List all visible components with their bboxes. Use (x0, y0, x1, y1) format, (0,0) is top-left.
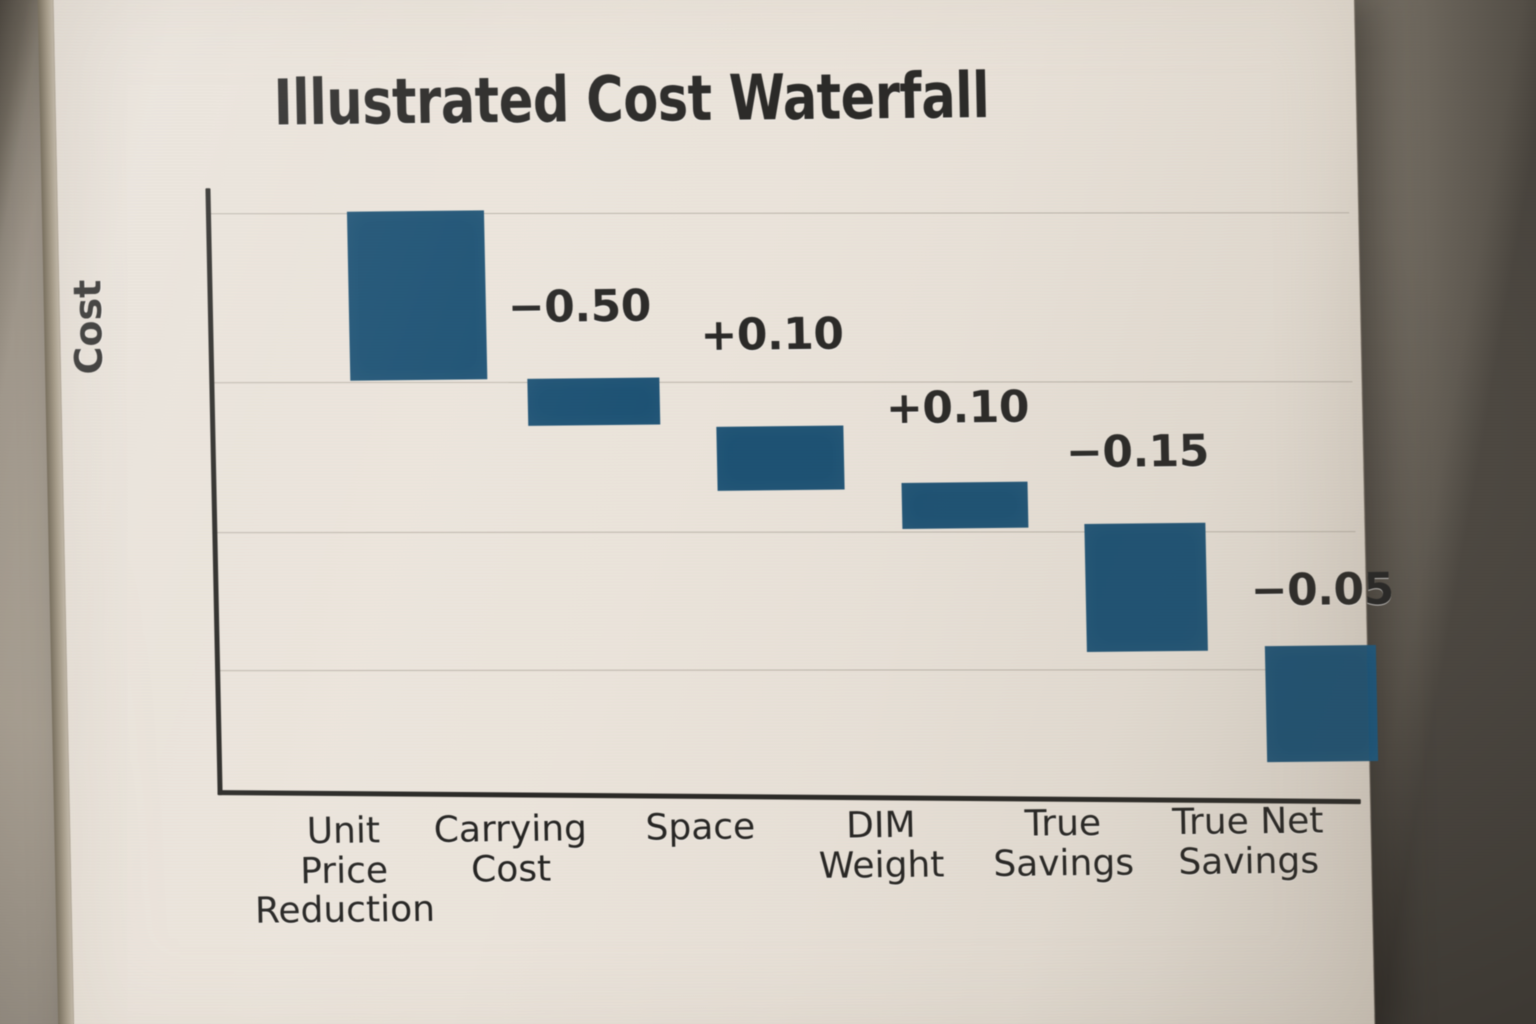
x-tick-label-dim-weight: DIM Weight (788, 804, 975, 887)
x-tick-line-2: Cost (470, 848, 552, 891)
bar-carrying-cost (527, 377, 661, 426)
chart-title: Illustrated Cost Waterfall (273, 59, 990, 140)
chart-board-container: Illustrated Cost Waterfall Cost −0.50 +0… (37, 0, 1394, 1024)
x-tick-label-carrying-cost: Carrying Cost (410, 808, 612, 891)
y-axis-line (205, 188, 223, 796)
bar-true-savings (1084, 522, 1208, 653)
x-tick-line-1: DIM (845, 804, 916, 847)
bar-space (716, 425, 845, 491)
gridline-2 (209, 381, 1353, 384)
x-tick-line-1: Carrying (433, 808, 588, 851)
value-label-space: +0.10 (699, 308, 844, 362)
x-tick-line-1: True (1024, 802, 1102, 845)
value-label-true-net-savings: −0.05 (1250, 563, 1395, 617)
x-tick-label-true-net-savings: True Net Savings (1140, 800, 1357, 883)
x-tick-line-1: Space (645, 806, 756, 849)
value-label-dim-weight: +0.10 (885, 381, 1030, 435)
x-tick-line-1: True Net (1171, 800, 1324, 844)
bar-dim-weight (901, 481, 1029, 529)
value-label-true-savings: −0.15 (1065, 425, 1210, 479)
x-tick-line-2: Savings (1177, 840, 1320, 883)
bar-true-net-savings (1264, 644, 1379, 763)
x-tick-label-true-savings: True Savings (965, 802, 1162, 885)
x-tick-line-3: Reduction (254, 889, 436, 932)
plot-area: −0.50 +0.10 +0.10 −0.15 −0.05 (205, 176, 1394, 805)
x-tick-line-2: Weight (818, 844, 945, 887)
bar-unit-price-reduction (346, 210, 488, 381)
gridline-4 (215, 669, 1359, 672)
x-tick-line-2: Savings (992, 842, 1135, 885)
y-axis-title: Cost (65, 279, 112, 375)
chart-content: Illustrated Cost Waterfall Cost −0.50 +0… (53, 0, 1394, 1024)
x-tick-label-space: Space (615, 806, 786, 849)
value-label-carrying-cost: −0.50 (507, 280, 652, 334)
